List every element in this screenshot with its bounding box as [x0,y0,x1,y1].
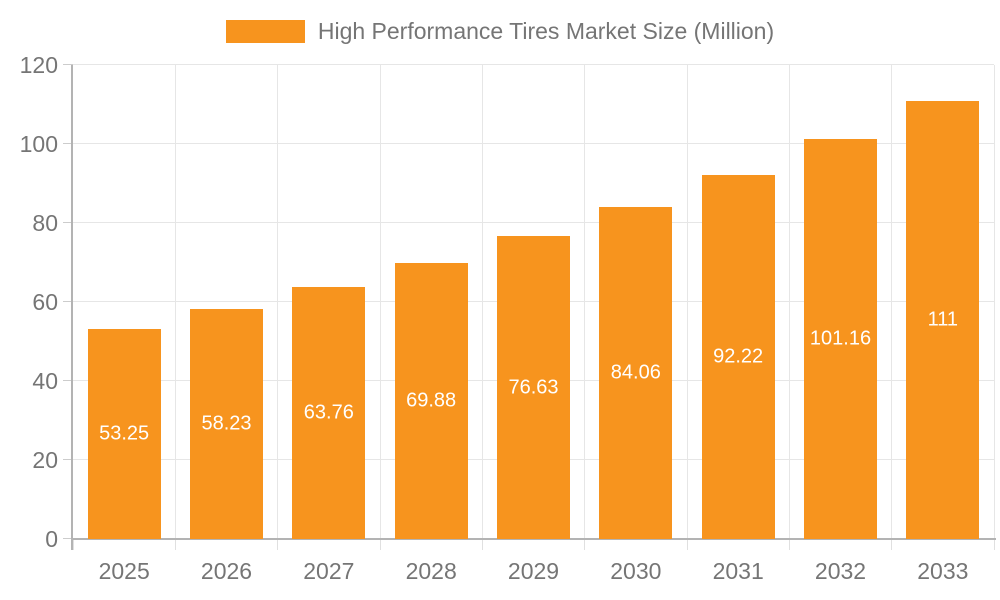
gridline-vertical [891,65,893,539]
x-axis-tick-label: 2025 [98,558,150,584]
bar-2029[interactable]: 76.63 [497,236,570,539]
bar-2031[interactable]: 92.22 [701,174,775,539]
x-axis-tick [481,540,483,550]
bar-2032[interactable]: 101.16 [804,139,877,539]
y-axis-tick [63,459,73,460]
bar-2025[interactable]: 53.25 [87,328,161,539]
bar-value-label: 76.63 [508,376,559,399]
bar-2027[interactable]: 63.76 [292,287,366,539]
y-axis-tick [63,143,73,144]
x-axis-tick [686,540,688,550]
y-axis-tick-label: 40 [32,368,58,394]
x-axis-tick-label: 2028 [405,558,457,584]
gridline-horizontal [73,222,994,223]
y-axis-tick [63,538,73,539]
bar-value-label: 69.88 [406,389,457,412]
bar-value-label: 84.06 [610,361,661,384]
gridline-vertical [481,65,483,539]
bar-value-label: 101.16 [809,327,872,350]
legend-label: High Performance Tires Market Size (Mill… [317,18,775,44]
legend-swatch [225,19,305,43]
y-axis-tick [63,380,73,381]
y-axis-tick [63,64,73,65]
x-axis-tick [993,540,995,550]
y-axis-tick-label: 120 [19,52,58,78]
x-axis-tick [72,540,74,550]
gridline-horizontal [73,143,994,144]
y-axis-tick-label: 60 [32,289,58,315]
x-axis-tick [788,540,790,550]
bar-value-label: 58.23 [201,412,252,435]
x-axis-tick-label: 2027 [303,558,355,584]
gridline-vertical [174,65,176,539]
x-axis-tick-label: 2033 [917,558,969,584]
y-axis-tick-label: 20 [32,447,58,473]
x-axis-tick-label: 2031 [712,558,764,584]
legend-item[interactable]: High Performance Tires Market Size (Mill… [0,19,1000,43]
y-axis-tick-label: 0 [45,526,58,552]
gridline-vertical [584,65,586,539]
x-axis-tick-label: 2030 [610,558,662,584]
x-axis-tick-label: 2032 [814,558,867,584]
y-axis-tick [63,222,73,223]
x-axis-tick [174,540,176,550]
gridline-horizontal [73,64,994,65]
bar-value-label: 63.76 [303,401,354,424]
gridline-vertical [788,65,790,539]
bar-value-label: 92.22 [713,345,764,368]
gridline-vertical [277,65,279,539]
x-axis-line [73,538,996,540]
y-axis-tick [63,301,73,302]
gridline-vertical [993,65,995,539]
x-axis-tick [379,540,381,550]
x-axis-tick [277,540,279,550]
gridline-vertical [686,65,688,539]
y-axis-tick-label: 100 [19,131,58,157]
x-axis-tick-label: 2029 [507,558,560,584]
bar-value-label: 111 [927,308,959,331]
bar-2026[interactable]: 58.23 [190,308,263,539]
x-axis-tick [584,540,586,550]
x-axis-tick [891,540,893,550]
bar-2033[interactable]: 111 [906,100,980,539]
bar-2030[interactable]: 84.06 [599,206,673,539]
bar-value-label: 53.25 [99,422,150,445]
y-axis-tick-label: 80 [32,210,58,236]
x-axis-tick-label: 2026 [200,558,253,584]
bar-2028[interactable]: 69.88 [394,262,468,539]
gridline-vertical [379,65,381,539]
y-axis-line [71,65,73,550]
